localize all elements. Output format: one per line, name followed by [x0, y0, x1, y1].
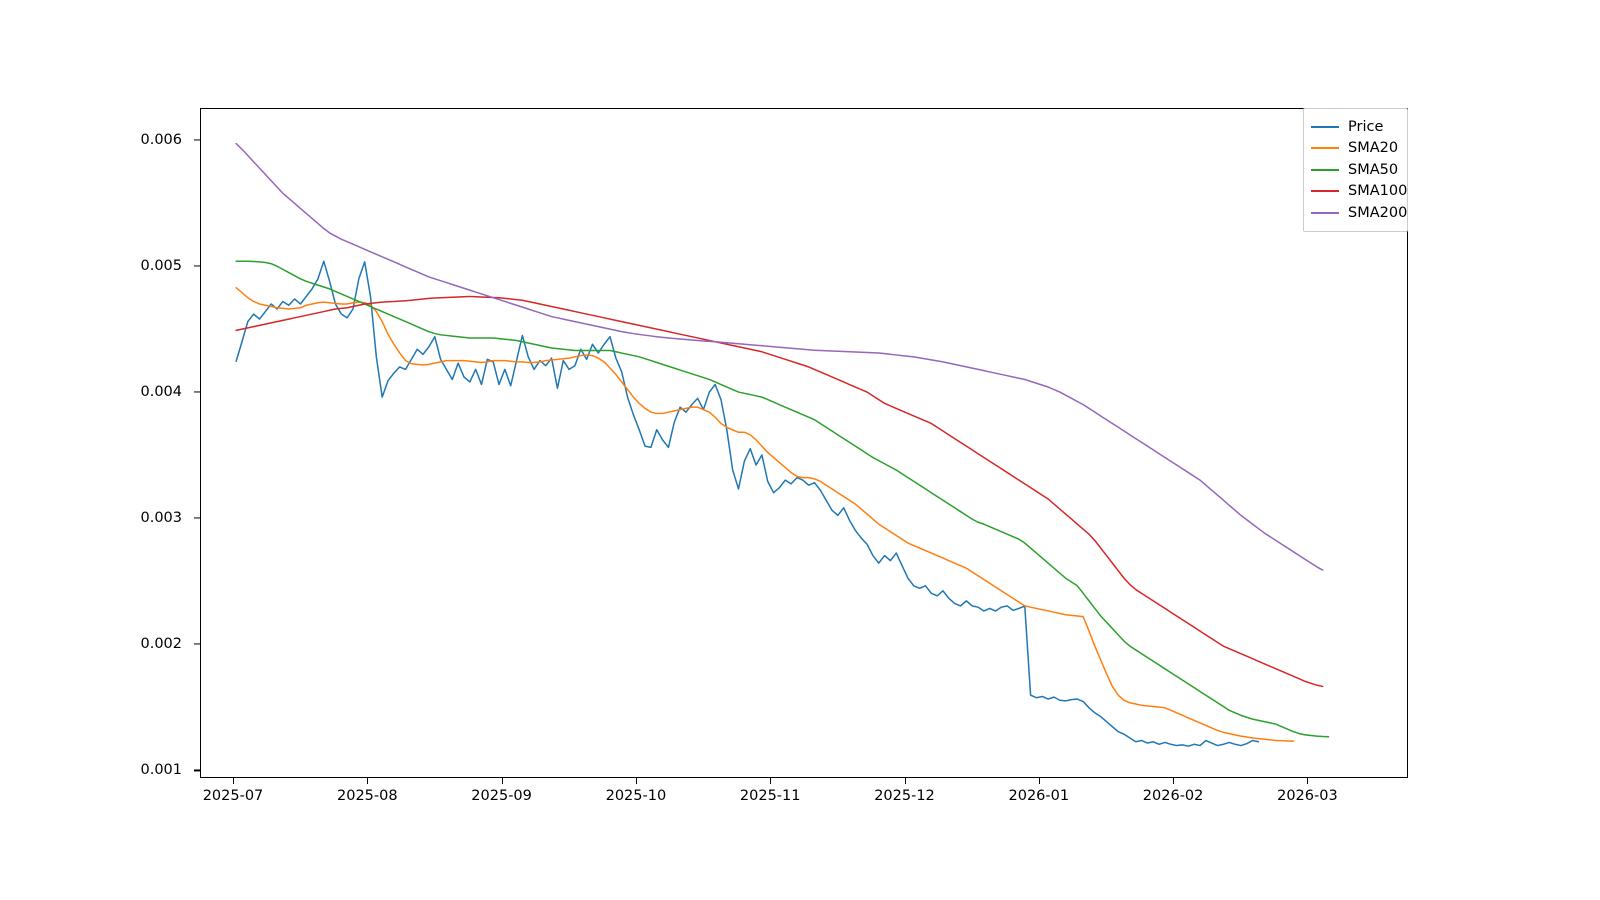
- series-line-sma50: [235, 260, 1330, 738]
- x-tick-label: 2025-09: [471, 788, 532, 804]
- legend-label: SMA100: [1348, 183, 1408, 199]
- plot-area: [200, 108, 1408, 778]
- y-tick-label: 0.006: [140, 131, 182, 148]
- y-tick-label: 0.004: [140, 383, 182, 400]
- legend-line-icon: [1311, 190, 1339, 193]
- legend-item-sma50[interactable]: SMA50: [1311, 159, 1399, 181]
- legend-line-icon: [1311, 211, 1339, 214]
- y-tick-mark: [194, 517, 200, 519]
- x-tick-label: 2025-11: [739, 788, 801, 804]
- legend-label: SMA50: [1348, 161, 1399, 178]
- legend-line-icon: [1311, 125, 1339, 128]
- legend-line-icon: [1311, 168, 1339, 171]
- series-canvas: [235, 142, 1330, 747]
- x-tick-label: 2025-12: [874, 788, 935, 804]
- y-tick-mark: [194, 643, 200, 645]
- x-tick-mark: [1307, 778, 1309, 784]
- x-tick-label: 2026-01: [1008, 788, 1070, 804]
- x-tick-mark: [501, 778, 503, 784]
- x-tick-mark: [770, 778, 772, 784]
- y-tick-mark: [194, 769, 200, 771]
- y-tick-label: 0.003: [140, 510, 182, 527]
- x-tick-label: 2026-03: [1277, 788, 1338, 804]
- x-tick-mark: [1038, 778, 1040, 784]
- y-tick-mark: [194, 391, 200, 393]
- series-line-price: [235, 260, 1260, 747]
- x-tick-label: 2025-08: [337, 788, 398, 804]
- series-line-sma200: [235, 142, 1324, 571]
- y-tick-label: 0.002: [140, 636, 182, 653]
- x-tick-mark: [1173, 778, 1175, 784]
- x-tick-mark: [904, 778, 906, 784]
- legend-item-sma20[interactable]: SMA20: [1311, 138, 1399, 160]
- series-line-sma100: [235, 295, 1324, 688]
- y-tick-label: 0.005: [140, 257, 182, 274]
- series-line-sma20: [235, 286, 1295, 742]
- legend-item-sma100[interactable]: SMA100: [1311, 181, 1407, 203]
- x-tick-mark: [233, 778, 235, 784]
- y-tick-label: 0.001: [140, 762, 182, 779]
- x-tick-label: 2025-10: [605, 788, 667, 804]
- x-tick-mark: [367, 778, 369, 784]
- legend: Price SMA20 SMA50 SMA100 SMA200: [1303, 108, 1408, 232]
- legend-label: Price: [1348, 118, 1384, 135]
- x-tick-label: 2025-07: [202, 788, 264, 804]
- x-tick-label: 2026-02: [1142, 788, 1204, 804]
- x-tick-mark: [635, 778, 637, 784]
- legend-line-icon: [1311, 147, 1339, 150]
- legend-item-sma200[interactable]: SMA200: [1311, 202, 1407, 224]
- legend-label: SMA200: [1348, 204, 1408, 221]
- legend-item-price[interactable]: Price: [1311, 116, 1399, 138]
- y-tick-mark: [194, 138, 200, 141]
- y-tick-mark: [194, 265, 200, 267]
- legend-label: SMA20: [1348, 140, 1399, 156]
